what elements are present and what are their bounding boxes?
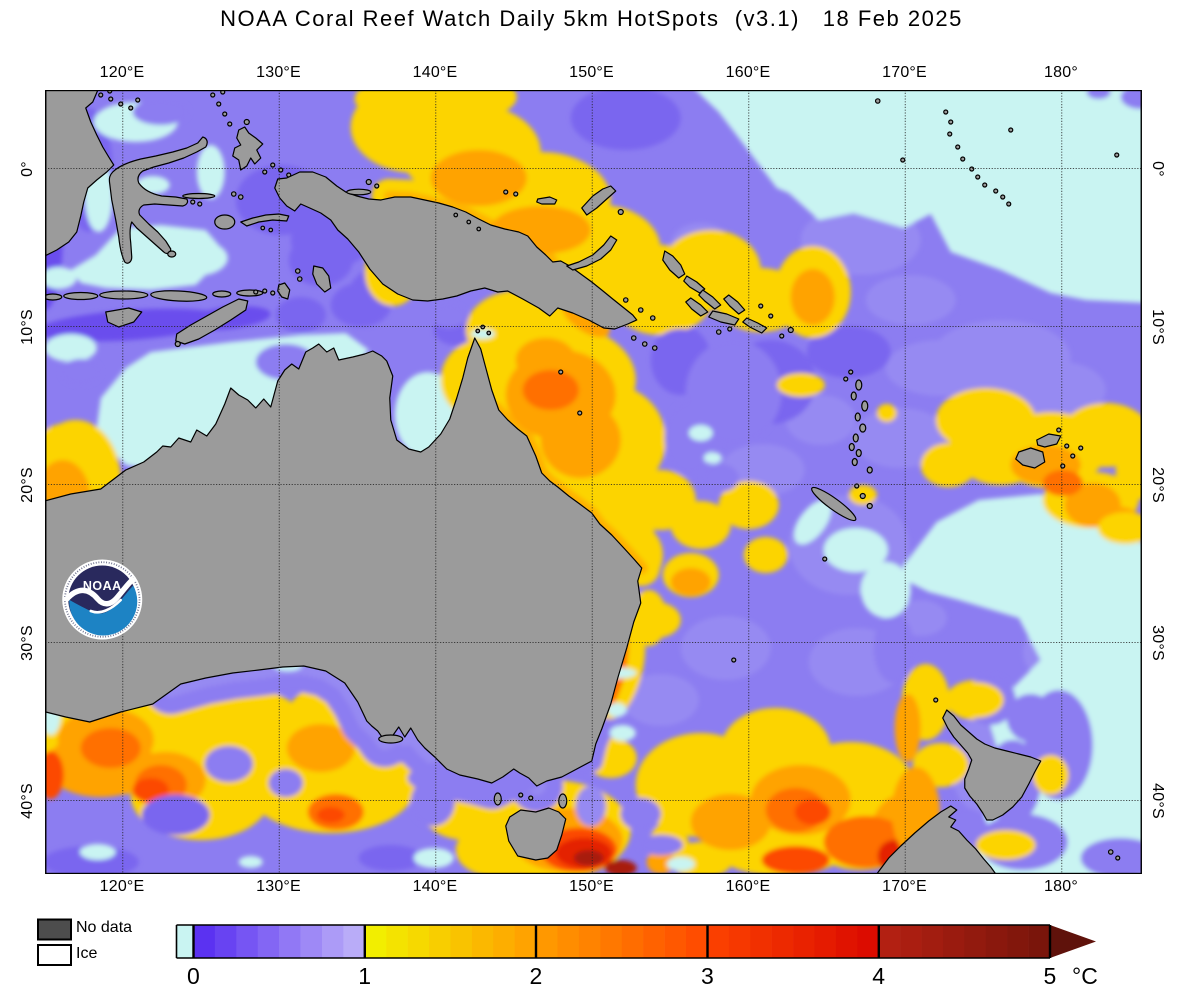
svg-text:NOAA: NOAA (82, 579, 121, 593)
